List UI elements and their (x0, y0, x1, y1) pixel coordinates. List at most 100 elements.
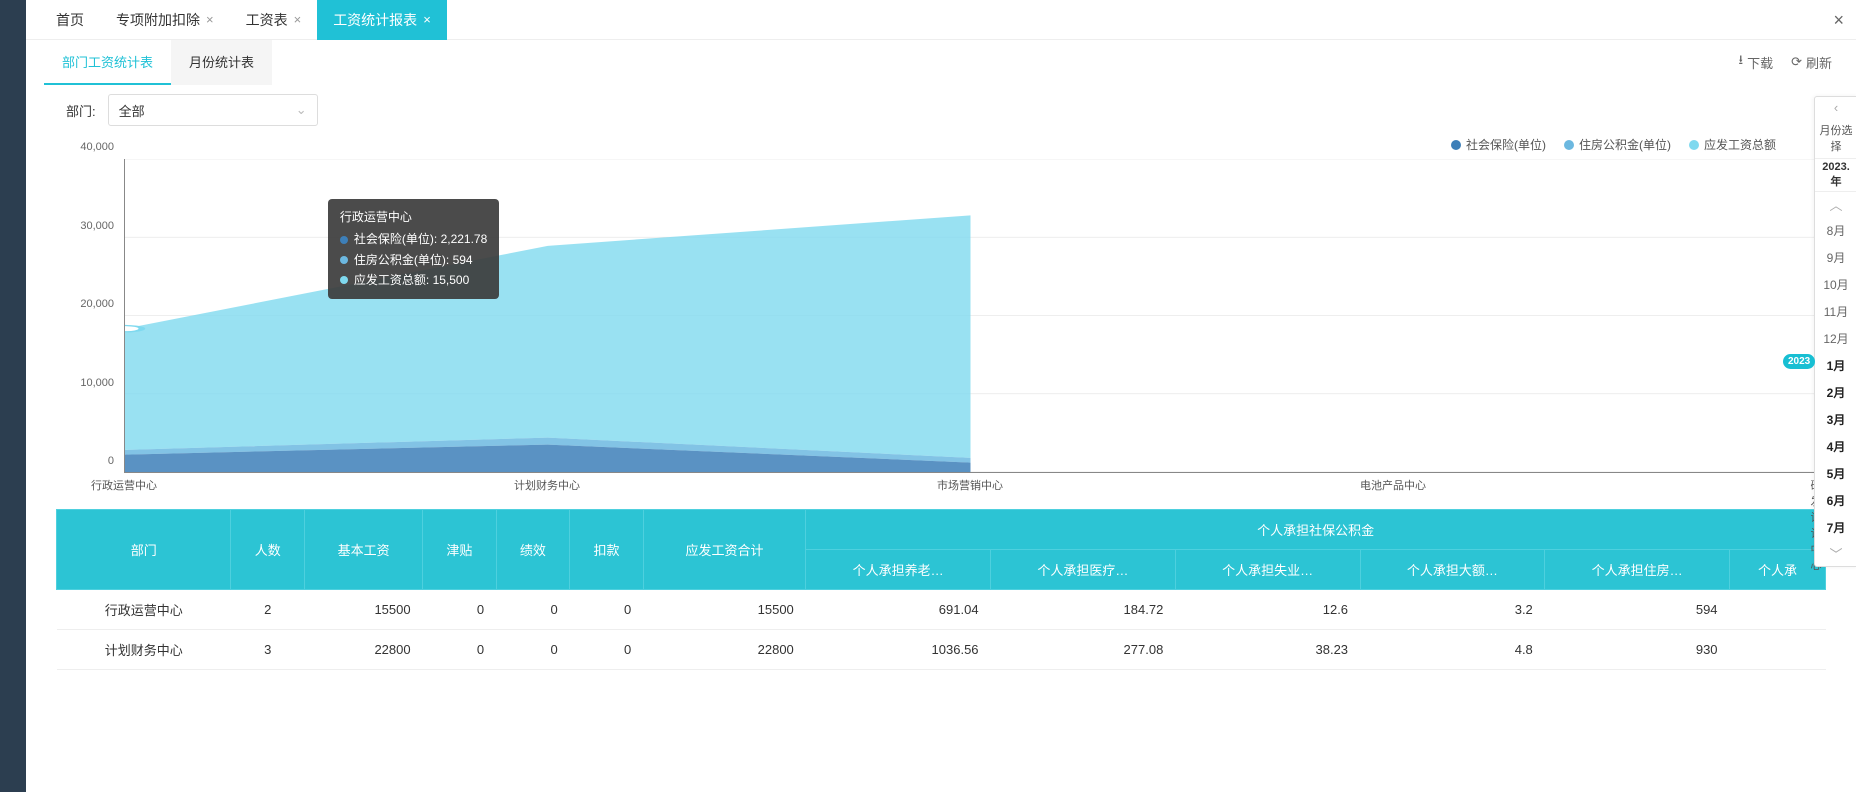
table-cell: 0 (570, 590, 644, 630)
month-item[interactable]: 12月 (1815, 325, 1856, 352)
table-cell: 691.04 (806, 590, 991, 630)
tab-salary[interactable]: 工资表 × (230, 0, 318, 40)
table-header: 绩效 (496, 510, 570, 590)
download-label: 下载 (1747, 53, 1773, 72)
table-header: 个人承担大额… (1360, 550, 1545, 590)
x-tick-label: 电池产品中心 (1360, 477, 1426, 493)
table-cell: 15500 (643, 590, 806, 630)
table-cell: 22800 (305, 630, 423, 670)
chart-legend: 社会保险(单位) 住房公积金(单位) 应发工资总额 (66, 136, 1816, 153)
tab-salary-report[interactable]: 工资统计报表× (317, 0, 447, 40)
legend-item[interactable]: 住房公积金(单位) (1564, 136, 1671, 153)
table-cell: 184.72 (991, 590, 1176, 630)
side-panel-title: 月份选择 (1815, 118, 1856, 159)
table-header: 个人承担医疗… (991, 550, 1176, 590)
table-cell: 594 (1545, 590, 1730, 630)
tab-deduction[interactable]: 专项附加扣除 × (100, 0, 230, 40)
tab-label: 专项附加扣除 (116, 10, 200, 30)
table-cell: 0 (423, 630, 497, 670)
table-cell: 0 (496, 630, 570, 670)
year-badge: 2023 (1783, 354, 1815, 369)
month-item[interactable]: 5月 (1815, 460, 1856, 487)
month-item[interactable]: 7月 (1815, 514, 1856, 541)
month-item[interactable]: 8月 (1815, 217, 1856, 244)
table-cell (1730, 590, 1826, 630)
legend-dot (1564, 140, 1574, 150)
refresh-button[interactable]: ⟳ 刷新 (1791, 51, 1832, 73)
table-cell: 3.2 (1360, 590, 1545, 630)
refresh-label: 刷新 (1806, 53, 1832, 72)
chart-plot: 行政运营中心 社会保险(单位): 2,221.78 住房公积金(单位): 594… (124, 159, 1816, 473)
salary-table: 部门人数基本工资津贴绩效扣款应发工资合计个人承担社保公积金个人承担养老…个人承担… (56, 509, 1826, 670)
tooltip-dot (340, 256, 348, 264)
filter-row: 部门: 全部 ⌄ (26, 84, 1856, 136)
dept-select[interactable]: 全部 ⌄ (108, 94, 318, 126)
chevron-down-icon: ⌄ (296, 102, 307, 118)
subtab-dept-stats[interactable]: 部门工资统计表 (44, 40, 171, 85)
download-button[interactable]: ⭳ 下载 (1739, 51, 1774, 73)
tooltip-dot (340, 276, 348, 284)
x-tick-label: 行政运营中心 (91, 477, 157, 493)
legend-dot (1451, 140, 1461, 150)
table-header: 基本工资 (305, 510, 423, 590)
table-cell: 0 (496, 590, 570, 630)
table-header: 部门 (57, 510, 231, 590)
y-tick-label: 20,000 (80, 298, 114, 310)
table-header: 应发工资合计 (643, 510, 806, 590)
tab-home[interactable]: 首页 (40, 0, 100, 40)
month-item[interactable]: 11月 (1815, 298, 1856, 325)
legend-item[interactable]: 社会保险(单位) (1451, 136, 1546, 153)
table-cell: 计划财务中心 (57, 630, 231, 670)
table-header: 个人承担失业… (1175, 550, 1360, 590)
table-cell: 0 (570, 630, 644, 670)
scroll-down-icon[interactable]: ﹀ (1815, 541, 1856, 566)
table-cell: 38.23 (1175, 630, 1360, 670)
table-cell: 3 (231, 630, 305, 670)
close-icon[interactable]: × (423, 12, 431, 27)
table-cell: 22800 (643, 630, 806, 670)
month-item[interactable]: 2月 (1815, 379, 1856, 406)
filter-label: 部门: (66, 101, 96, 120)
subtab-month-stats[interactable]: 月份统计表 (171, 40, 272, 85)
select-value: 全部 (119, 101, 145, 120)
x-tick-label: 市场营销中心 (937, 477, 1003, 493)
table-cell: 12.6 (1175, 590, 1360, 630)
x-tick-label: 计划财务中心 (514, 477, 580, 493)
month-item[interactable]: 10月 (1815, 271, 1856, 298)
table-header: 个人承担住房… (1545, 550, 1730, 590)
tabs-bar: 首页 专项附加扣除 × 工资表 × 工资统计报表× × (26, 0, 1856, 40)
legend-item[interactable]: 应发工资总额 (1689, 136, 1776, 153)
panel-collapse-icon[interactable]: ‹ (1815, 97, 1856, 118)
y-tick-label: 40,000 (80, 141, 114, 153)
month-item[interactable]: 3月 (1815, 406, 1856, 433)
month-item[interactable]: 4月 (1815, 433, 1856, 460)
table-header: 扣款 (570, 510, 644, 590)
table-row[interactable]: 行政运营中心21550000015500691.04184.7212.63.25… (57, 590, 1826, 630)
x-axis-labels: 行政运营中心计划财务中心市场营销中心电池产品中心研发设计中心 (124, 477, 1816, 499)
month-item[interactable]: 1月2023 (1815, 352, 1856, 379)
y-tick-label: 30,000 (80, 220, 114, 232)
y-axis: 010,00020,00030,00040,000 (66, 159, 120, 473)
month-item[interactable]: 6月 (1815, 487, 1856, 514)
table-header: 个人承担养老… (806, 550, 991, 590)
table-cell: 0 (423, 590, 497, 630)
window-close-icon[interactable]: × (1833, 10, 1844, 31)
tooltip-dot (340, 236, 348, 244)
table-cell (1730, 630, 1826, 670)
month-item[interactable]: 9月 (1815, 244, 1856, 271)
legend-label: 社会保险(单位) (1466, 136, 1546, 153)
table-cell: 2 (231, 590, 305, 630)
close-icon[interactable]: × (294, 12, 302, 27)
table-row[interactable]: 计划财务中心322800000228001036.56277.0838.234.… (57, 630, 1826, 670)
table-cell: 4.8 (1360, 630, 1545, 670)
area-chart: 010,00020,00030,00040,000 行政运营中心 社会保险(单位… (66, 159, 1816, 499)
table-cell: 1036.56 (806, 630, 991, 670)
chart-container: 社会保险(单位) 住房公积金(单位) 应发工资总额 010,00020,0003… (26, 136, 1856, 509)
tooltip-row: 住房公积金(单位): 594 (354, 250, 473, 270)
scroll-up-icon[interactable]: ︿ (1815, 192, 1856, 217)
table-cell: 277.08 (991, 630, 1176, 670)
subtabs-row: 部门工资统计表 月份统计表 ⭳ 下载 ⟳ 刷新 (26, 40, 1856, 84)
close-icon[interactable]: × (206, 12, 214, 27)
table-header: 人数 (231, 510, 305, 590)
tab-label: 工资表 (246, 10, 288, 30)
